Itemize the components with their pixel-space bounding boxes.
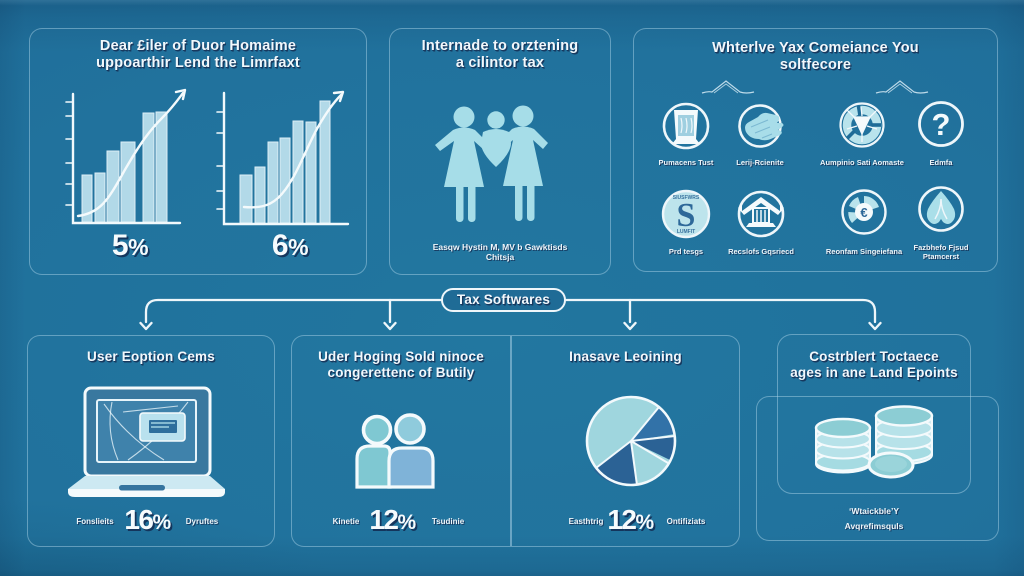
- svg-text:S: S: [677, 197, 696, 234]
- svg-text:€: €: [860, 205, 867, 220]
- svg-text:LUMFIT: LUMFIT: [677, 229, 695, 235]
- svg-text:SIUSFWRS: SIUSFWRS: [673, 195, 700, 201]
- svg-text:?: ?: [932, 107, 951, 142]
